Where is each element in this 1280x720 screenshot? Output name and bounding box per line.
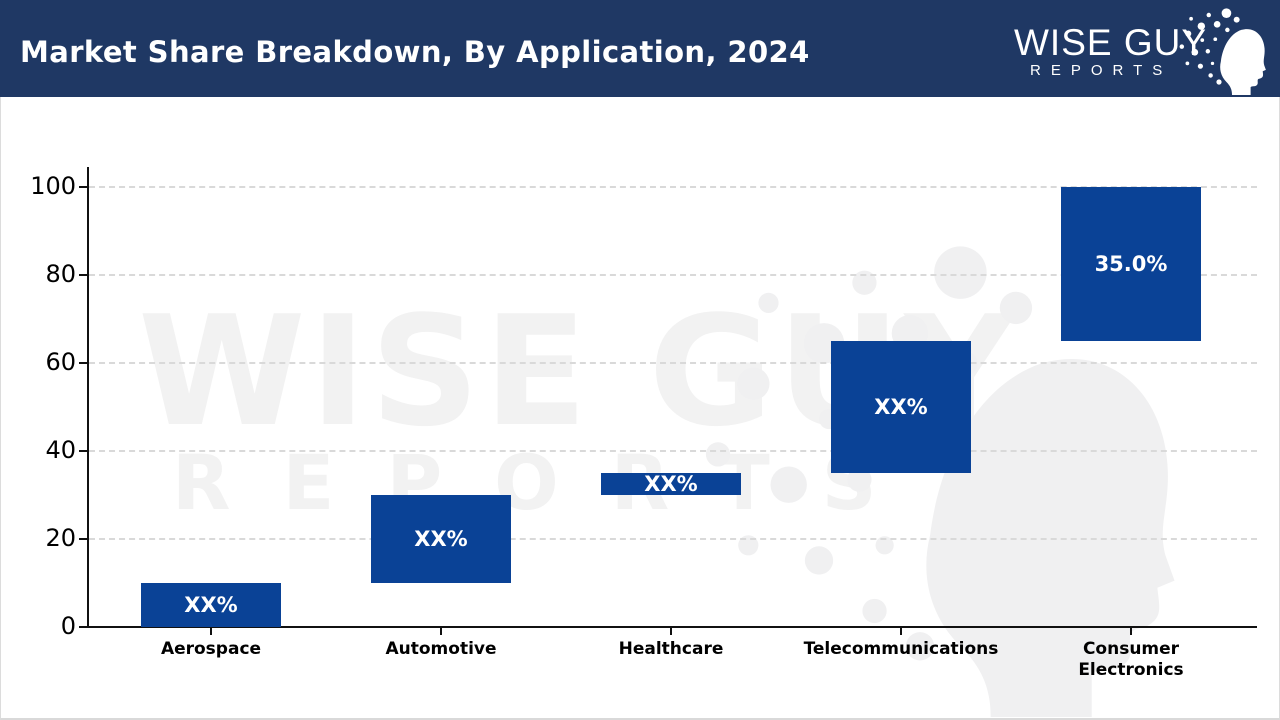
y-tick: [79, 626, 87, 628]
y-tick-label: 20: [45, 524, 76, 552]
bar-value-label: XX%: [644, 472, 698, 496]
gridline: [89, 538, 1257, 540]
bar: XX%: [831, 341, 971, 473]
y-axis: [87, 167, 89, 628]
bar: 35.0%: [1061, 187, 1201, 341]
x-tick: [210, 628, 212, 635]
y-tick: [79, 450, 87, 452]
y-tick-label: 80: [45, 260, 76, 288]
y-tick: [79, 186, 87, 188]
x-tick-label: Aerospace: [160, 639, 262, 659]
bar-value-label: XX%: [874, 395, 928, 419]
y-tick-label: 100: [30, 172, 76, 200]
y-tick: [79, 538, 87, 540]
bar-value-label: XX%: [414, 527, 468, 551]
bar: XX%: [371, 495, 511, 583]
x-tick: [900, 628, 902, 635]
y-tick-label: 0: [60, 612, 76, 640]
x-tick: [670, 628, 672, 635]
brand-logo-subtext: REPORTS: [1030, 62, 1173, 79]
gridline: [89, 450, 1257, 452]
bar: XX%: [601, 472, 741, 496]
bar: XX%: [141, 583, 281, 627]
y-tick-label: 60: [45, 348, 76, 376]
y-tick-label: 40: [45, 436, 76, 464]
header: Market Share Breakdown, By Application, …: [0, 0, 1280, 97]
brand-logo: WISE GUY REPORTS: [1012, 0, 1272, 97]
brand-logo-text: WISE GUY: [1014, 22, 1208, 63]
y-tick: [79, 274, 87, 276]
bar-value-label: XX%: [184, 593, 238, 617]
watermark-subtext: REPORTS: [172, 438, 929, 527]
x-tick: [1130, 628, 1132, 635]
bar-value-label: 35.0%: [1094, 252, 1168, 276]
x-tick-label: Telecommunications: [803, 639, 999, 659]
gridline: [89, 186, 1257, 188]
x-tick-label: Consumer Electronics: [1078, 639, 1184, 680]
gridline: [89, 362, 1257, 364]
wise-guy-face-icon: [1179, 8, 1266, 95]
gridline: [89, 274, 1257, 276]
page-title: Market Share Breakdown, By Application, …: [20, 34, 810, 69]
y-tick: [79, 362, 87, 364]
x-axis: [87, 626, 1257, 628]
x-tick: [440, 628, 442, 635]
x-tick-label: Healthcare: [618, 639, 724, 659]
x-tick-label: Automotive: [385, 639, 497, 659]
